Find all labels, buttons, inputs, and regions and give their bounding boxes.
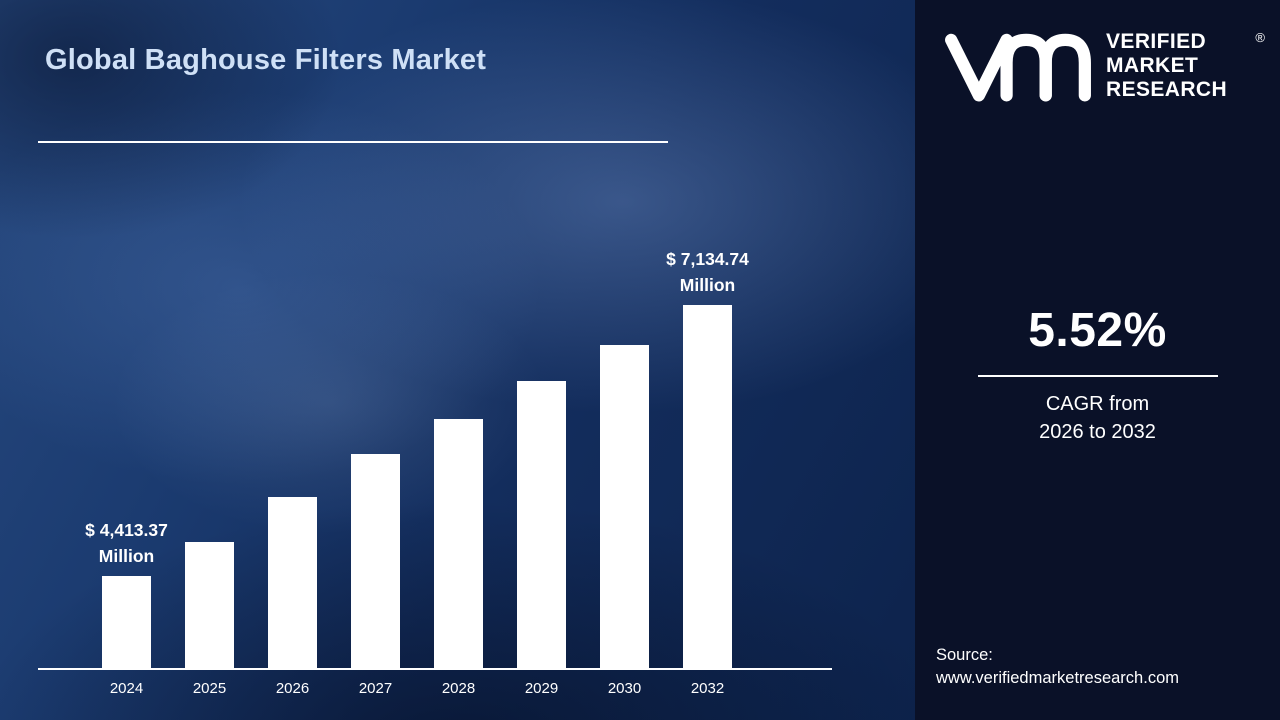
title-underline	[38, 141, 668, 143]
x-tick-label-2029: 2029	[524, 680, 559, 697]
brand-wordmark: VERIFIED MARKET RESEARCH	[1106, 30, 1227, 101]
bar-value-label-2032: $ 7,134.74 Million	[666, 249, 749, 295]
source-block: Source: www.verifiedmarketresearch.com	[936, 644, 1179, 689]
x-tick-label-2030: 2030	[607, 680, 642, 697]
source-label: Source:	[936, 646, 993, 665]
x-axis-line	[38, 668, 832, 670]
bar-2029	[517, 381, 566, 668]
x-tick-label-2026: 2026	[275, 680, 310, 697]
x-tick-label-2028: 2028	[441, 680, 476, 697]
bar-group-2030: 2030	[600, 345, 649, 697]
stats-panel: VERIFIED MARKET RESEARCH ® 5.52% CAGR fr…	[915, 0, 1280, 720]
cagr-label: CAGR from	[1045, 393, 1150, 415]
bar-2032	[683, 305, 732, 668]
bar-chart: 2024 $ 4,413.37 Million 2025 2026 2027 2028 202…	[85, 248, 749, 697]
page-title: Global Baghouse Filters Market	[45, 44, 487, 76]
x-tick-label-2025: 2025	[192, 680, 227, 697]
bar-group-2032: 2032 $ 7,134.74 Million	[666, 249, 749, 697]
brand-line-1: VERIFIED	[1106, 30, 1207, 54]
cagr-range: 2026 to 2032	[1039, 421, 1156, 443]
cagr-underline	[977, 375, 1218, 377]
bar-group-2026: 2026	[268, 497, 317, 697]
vmr-monogram-icon	[945, 33, 1091, 102]
bar-2025	[185, 542, 234, 668]
bar-2028	[434, 419, 483, 668]
cagr-value: 5.52%	[1028, 304, 1167, 357]
brand-line-3: RESEARCH	[1106, 77, 1228, 101]
bar-2030	[600, 345, 649, 668]
registered-trademark: ®	[1255, 30, 1265, 45]
bar-group-2024: 2024 $ 4,413.37 Million	[85, 520, 168, 697]
bar-group-2025: 2025	[185, 542, 234, 697]
bar-group-2028: 2028	[434, 419, 483, 697]
source-url[interactable]: www.verifiedmarketresearch.com	[936, 668, 1179, 687]
x-tick-label-2024: 2024	[109, 680, 144, 697]
bar-2027	[351, 454, 400, 668]
bar-group-2027: 2027	[351, 454, 400, 697]
bar-2026	[268, 497, 317, 668]
chart-panel: Global Baghouse Filters Market 2024 $ 4,4…	[0, 0, 915, 720]
brand-logo: VERIFIED MARKET RESEARCH	[943, 26, 1227, 106]
x-tick-label-2027: 2027	[358, 680, 393, 697]
bar-2024	[102, 576, 151, 668]
bar-group-2029: 2029	[517, 381, 566, 697]
x-tick-label-2032: 2032	[690, 680, 725, 697]
brand-line-2: MARKET	[1106, 54, 1199, 78]
bar-value-label-2024: $ 4,413.37 Million	[85, 520, 168, 566]
cagr-block: 5.52% CAGR from 2026 to 2032	[915, 303, 1280, 444]
